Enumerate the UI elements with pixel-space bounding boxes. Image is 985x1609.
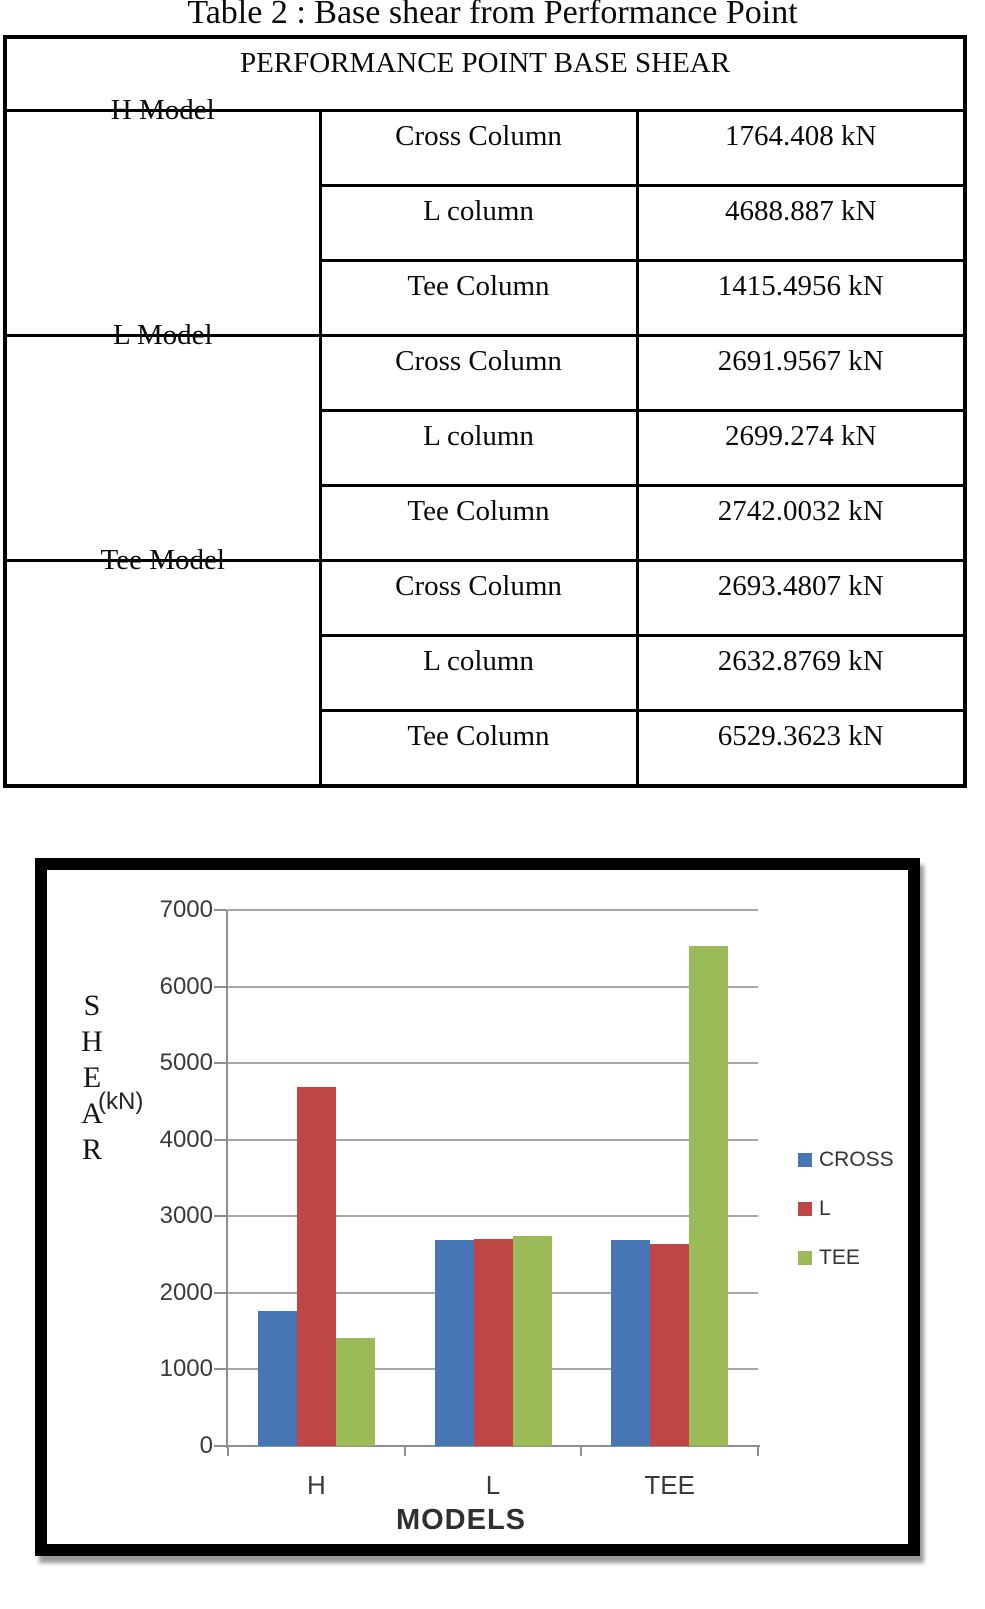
value-cell: 1415.4956 kN bbox=[635, 259, 967, 337]
bar-cross-l bbox=[434, 1239, 474, 1446]
legend-label: CROSS bbox=[819, 1148, 894, 1171]
y-axis-unit: (kN) bbox=[98, 1088, 144, 1115]
legend-swatch-tee bbox=[798, 1251, 812, 1265]
y-tick-label: 7000 bbox=[159, 896, 213, 923]
value-cell: 6529.3623 kN bbox=[635, 709, 967, 788]
table-caption: Table 2 : Base shear from Performance Po… bbox=[187, 0, 798, 31]
column-type-cell: L column bbox=[318, 634, 639, 712]
column-type-cell: Tee Column bbox=[318, 484, 639, 562]
y-tick-label: 5000 bbox=[159, 1049, 213, 1077]
y-gridline bbox=[228, 1138, 758, 1141]
y-gridline bbox=[228, 985, 758, 988]
bar-cross-h bbox=[257, 1310, 297, 1446]
y-tick-label: 2000 bbox=[159, 1278, 213, 1306]
x-tick-mark bbox=[227, 1447, 229, 1456]
y-axis-title-letter: R bbox=[81, 1133, 102, 1166]
y-tick-mark bbox=[214, 1138, 227, 1141]
bar-l-tee bbox=[650, 1244, 690, 1446]
value-cell: 1764.408 kN bbox=[635, 109, 967, 187]
y-tick-label: 0 bbox=[199, 1432, 213, 1459]
bar-tee-h bbox=[335, 1337, 375, 1446]
legend-item-l: L bbox=[798, 1198, 831, 1220]
column-type-cell: Tee Column bbox=[318, 259, 639, 337]
value-cell: 2691.9567 kN bbox=[635, 334, 967, 412]
y-tick-label: 4000 bbox=[159, 1125, 213, 1153]
y-axis-title-letter: H bbox=[81, 1025, 103, 1058]
y-tick-mark bbox=[214, 1291, 227, 1294]
y-tick-mark bbox=[214, 909, 227, 911]
table-header: PERFORMANCE POINT BASE SHEAR bbox=[3, 35, 967, 112]
y-gridline bbox=[228, 1062, 758, 1065]
y-axis-title-letter: E bbox=[82, 1061, 102, 1094]
column-type-cell: L column bbox=[318, 184, 639, 262]
model-cell-h: H Model bbox=[3, 94, 322, 337]
y-tick-mark bbox=[214, 1445, 227, 1447]
y-axis-title-letter: A bbox=[81, 1097, 103, 1130]
legend-swatch-cross bbox=[798, 1153, 812, 1167]
legend-swatch-l bbox=[798, 1202, 812, 1216]
bar-l-l bbox=[473, 1239, 513, 1446]
value-cell: 4688.887 kN bbox=[635, 184, 967, 262]
y-tick-mark bbox=[214, 985, 227, 988]
value-cell: 2742.0032 kN bbox=[635, 484, 967, 562]
x-category-label: TEE bbox=[644, 1470, 695, 1500]
y-gridline bbox=[228, 1215, 758, 1218]
x-tick-mark bbox=[757, 1447, 759, 1456]
y-tick-label: 3000 bbox=[159, 1202, 213, 1230]
legend-item-tee: TEE bbox=[798, 1247, 860, 1269]
bar-tee-l bbox=[512, 1236, 552, 1446]
legend-item-cross: CROSS bbox=[798, 1149, 894, 1171]
column-type-cell: Cross Column bbox=[318, 109, 639, 187]
y-tick-label: 6000 bbox=[159, 972, 213, 1000]
x-category-label: H bbox=[306, 1470, 326, 1500]
value-cell: 2693.4807 kN bbox=[635, 559, 967, 637]
column-type-cell: Cross Column bbox=[318, 559, 639, 637]
legend-label: L bbox=[819, 1197, 831, 1220]
value-cell: 2632.8769 kN bbox=[635, 634, 967, 712]
bar-l-h bbox=[296, 1086, 336, 1446]
column-type-cell: L column bbox=[318, 409, 639, 487]
y-tick-mark bbox=[214, 1215, 227, 1218]
y-axis-title-letter: S bbox=[83, 989, 101, 1022]
y-tick-mark bbox=[214, 1368, 227, 1371]
bar-tee-tee bbox=[689, 946, 729, 1446]
bar-cross-tee bbox=[611, 1239, 651, 1446]
y-axis-line bbox=[226, 910, 228, 1448]
y-tick-label: 1000 bbox=[159, 1355, 213, 1383]
model-cell-tee: Tee Model bbox=[3, 544, 322, 788]
base-shear-table: PERFORMANCE POINT BASE SHEAR H Model Cro… bbox=[3, 35, 968, 788]
y-tick-mark bbox=[214, 1062, 227, 1065]
x-tick-mark bbox=[403, 1447, 406, 1456]
bar-chart-frame: 7000 6000 5000 4000 3000 2000 1000 0 H L TEE MODELS… bbox=[35, 858, 920, 1556]
column-type-cell: Cross Column bbox=[318, 334, 639, 412]
x-axis-title: MODELS bbox=[395, 1504, 527, 1536]
x-axis-line bbox=[226, 1445, 760, 1447]
model-cell-l: L Model bbox=[3, 319, 322, 562]
y-gridline bbox=[228, 909, 758, 911]
base-shear-bar-chart: 7000 6000 5000 4000 3000 2000 1000 0 H L TEE MODELS… bbox=[47, 870, 908, 1544]
x-tick-mark bbox=[580, 1447, 583, 1456]
legend-label: TEE bbox=[819, 1246, 860, 1269]
x-category-label: L bbox=[485, 1470, 501, 1500]
value-cell: 2699.274 kN bbox=[635, 409, 967, 487]
column-type-cell: Tee Column bbox=[318, 709, 639, 788]
